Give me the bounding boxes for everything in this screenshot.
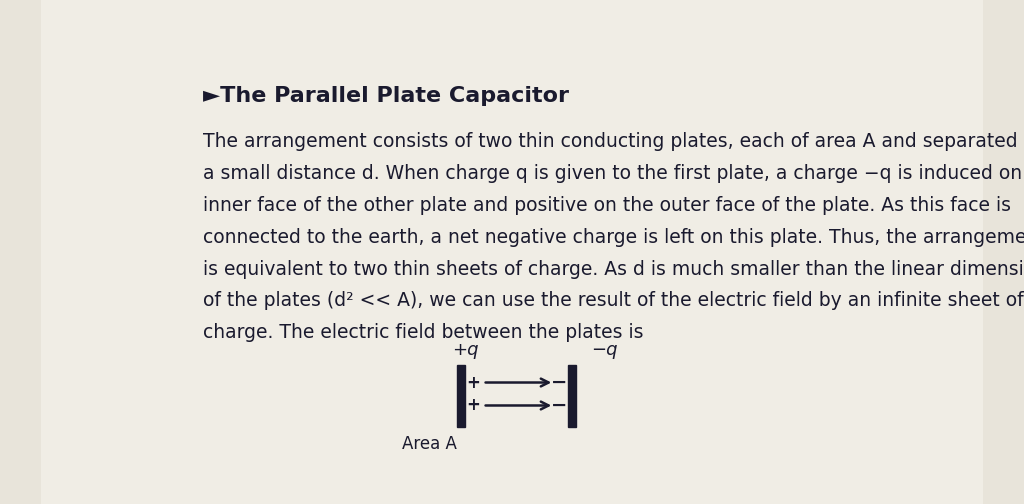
Text: −: − [551, 396, 567, 415]
Text: −q: −q [591, 341, 617, 359]
Text: inner face of the other plate and positive on the outer face of the plate. As th: inner face of the other plate and positi… [204, 196, 1012, 215]
Text: a small distance d. When charge q is given to the first plate, a charge −q is in: a small distance d. When charge q is giv… [204, 164, 1024, 183]
Text: is equivalent to two thin sheets of charge. As d is much smaller than the linear: is equivalent to two thin sheets of char… [204, 260, 1024, 279]
Text: Area A: Area A [401, 435, 457, 453]
Text: +: + [466, 397, 480, 414]
Text: +q: +q [452, 341, 478, 359]
Text: +: + [466, 373, 480, 392]
Bar [568, 365, 577, 427]
Text: −: − [551, 373, 567, 392]
Text: of the plates (d² << A), we can use the result of the electric field by an infin: of the plates (d² << A), we can use the … [204, 291, 1024, 310]
Text: The arrangement consists of two thin conducting plates, each of area A and separ: The arrangement consists of two thin con… [204, 132, 1024, 151]
Text: charge. The electric field between the plates is: charge. The electric field between the p… [204, 323, 644, 342]
Bar [458, 365, 465, 427]
Text: ►The Parallel Plate Capacitor: ►The Parallel Plate Capacitor [204, 86, 569, 106]
Text: connected to the earth, a net negative charge is left on this plate. Thus, the a: connected to the earth, a net negative c… [204, 228, 1024, 247]
